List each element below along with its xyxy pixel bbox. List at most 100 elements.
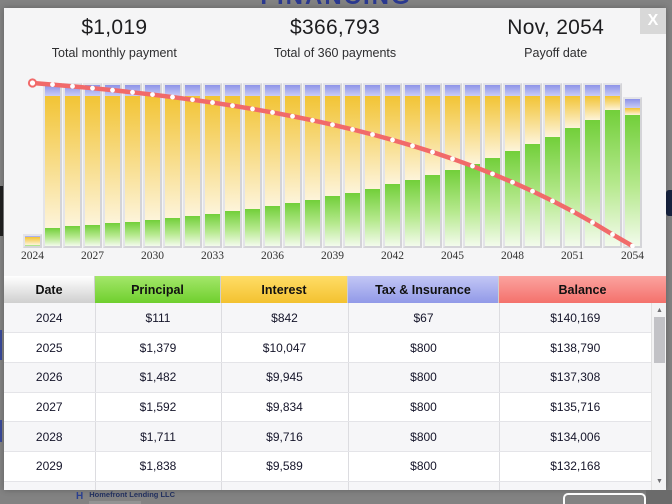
seg-interest	[385, 95, 400, 185]
chart-bar-2039	[323, 83, 342, 248]
seg-interest	[25, 236, 40, 245]
stat-total-payments: $366,793 Total of 360 payments	[225, 16, 446, 60]
column-header-principal: Principal	[95, 276, 221, 303]
x-axis-label: 2048	[501, 250, 524, 262]
seg-interest	[145, 95, 160, 220]
seg-interest	[185, 95, 200, 216]
seg-tax	[385, 85, 400, 96]
seg-tax	[205, 85, 220, 96]
x-axis-label: 2027	[81, 250, 104, 262]
table-cell: 2024	[4, 303, 96, 334]
background-fragment	[0, 186, 3, 236]
table-cell: $9,589	[221, 451, 349, 482]
x-axis-label: 2039	[321, 250, 344, 262]
table-scrollbar[interactable]: ▲ ▼	[651, 303, 666, 490]
chart-bar-2025	[43, 83, 62, 248]
table-cell: $138,790	[499, 332, 651, 363]
seg-interest	[465, 95, 480, 164]
stat-label: Total monthly payment	[51, 46, 177, 60]
chart-bar-2033	[203, 83, 222, 248]
stat-monthly-payment: $1,019 Total monthly payment	[4, 16, 225, 60]
seg-principal	[25, 244, 40, 246]
seg-principal	[505, 151, 520, 246]
table-cell: $137,308	[499, 362, 651, 393]
close-button[interactable]: X	[640, 8, 666, 34]
seg-tax	[265, 85, 280, 96]
seg-interest	[445, 95, 460, 170]
seg-interest	[245, 95, 260, 209]
chart-x-axis: 2024 2027 2030 2033 2036 2039 2042 2045 2048 2051…	[21, 250, 645, 266]
table-cell: $1,838	[95, 451, 222, 482]
seg-principal	[45, 227, 60, 246]
seg-interest	[525, 95, 540, 145]
seg-principal	[405, 179, 420, 246]
table-row-2026: 2026 $1,482 $9,945 $800 $137,308	[4, 362, 651, 393]
seg-principal	[465, 163, 480, 246]
scroll-down-icon[interactable]: ▼	[656, 478, 663, 485]
table-cell: $800	[348, 332, 500, 363]
table-cell: $800	[348, 421, 500, 452]
chart-bar-2028	[103, 83, 122, 248]
x-axis-label: 2024	[21, 250, 44, 262]
seg-tax	[145, 85, 160, 96]
table-cell: $130,193	[499, 481, 651, 490]
table-cell: $800	[348, 451, 500, 482]
table-cell: $9,452	[221, 481, 349, 490]
chart-bar-2026	[63, 83, 82, 248]
table-row-2029: 2029 $1,838 $9,589 $800 $132,168	[4, 451, 651, 482]
amortization-chart: 2024 2027 2030 2033 2036 2039 2042 2045 2048 2051…	[21, 76, 647, 268]
table-cell: $800	[348, 362, 500, 393]
scroll-up-icon[interactable]: ▲	[656, 307, 663, 314]
seg-tax	[445, 85, 460, 96]
x-axis-label: 2045	[441, 250, 464, 262]
seg-interest	[585, 95, 600, 120]
column-header-interest: Interest	[221, 276, 348, 303]
seg-tax	[625, 98, 640, 109]
chart-bar-2040	[343, 83, 362, 248]
table-cell: 2030	[4, 481, 96, 490]
seg-tax	[85, 85, 100, 96]
seg-tax	[45, 85, 60, 96]
seg-principal	[385, 184, 400, 246]
seg-principal	[605, 110, 620, 246]
seg-tax	[285, 85, 300, 96]
chart-bar-2044	[423, 83, 442, 248]
table-cell: $800	[348, 481, 500, 490]
seg-tax	[125, 85, 140, 96]
seg-interest	[45, 95, 60, 228]
chart-bar-2052	[583, 83, 602, 248]
seg-principal	[285, 202, 300, 246]
seg-tax	[345, 85, 360, 96]
background-button-partial[interactable]	[563, 493, 646, 504]
background-fragment	[0, 330, 2, 360]
column-header-date: Date	[4, 276, 95, 303]
background-bar	[646, 490, 672, 504]
table-row-2028: 2028 $1,711 $9,716 $800 $134,006	[4, 421, 651, 452]
table-cell: $800	[348, 392, 500, 423]
seg-interest	[225, 95, 240, 212]
x-axis-label: 2042	[381, 250, 404, 262]
seg-principal	[485, 157, 500, 246]
table-cell: 2029	[4, 451, 96, 482]
seg-principal	[365, 188, 380, 246]
stat-label: Payoff date	[524, 46, 588, 60]
seg-principal	[165, 218, 180, 246]
seg-interest	[165, 95, 180, 219]
seg-principal	[545, 136, 560, 246]
scrollbar-thumb[interactable]	[654, 317, 665, 363]
table-cell: 2027	[4, 392, 96, 423]
seg-interest	[65, 95, 80, 227]
watermark: H Homefront Lending LLC	[76, 491, 175, 504]
table-cell: $9,716	[221, 421, 349, 452]
seg-tax	[485, 85, 500, 96]
seg-tax	[405, 85, 420, 96]
chart-bar-2038	[303, 83, 322, 248]
table-cell: $1,379	[95, 332, 222, 363]
chart-bar-2054	[623, 96, 642, 248]
seg-tax	[565, 85, 580, 96]
chart-bar-2031	[163, 83, 182, 248]
table-row-2024: 2024 $111 $842 $67 $140,169	[4, 303, 651, 334]
column-header-tax-insurance: Tax & Insurance	[348, 276, 499, 303]
seg-interest	[105, 95, 120, 224]
seg-tax	[545, 85, 560, 96]
